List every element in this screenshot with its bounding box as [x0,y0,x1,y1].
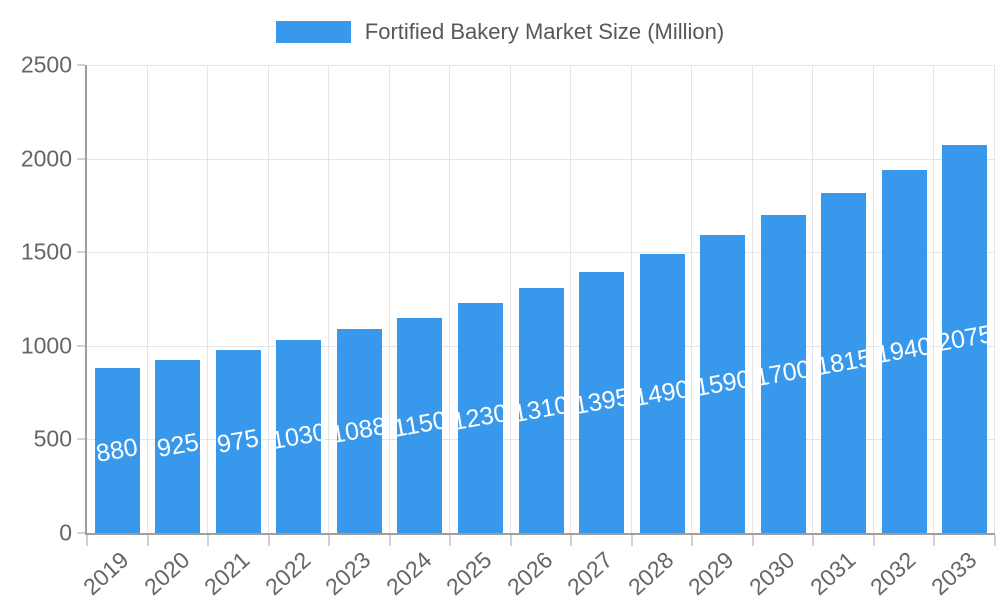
bar[interactable] [942,144,988,533]
bar[interactable] [397,317,443,533]
gridline-horizontal [87,158,995,160]
y-tick [77,251,85,254]
gridline-vertical [691,65,693,533]
gridline-vertical [509,65,511,533]
gridline-vertical [449,65,451,533]
y-tick [77,532,85,534]
y-axis-tick-label: 2000 [20,145,72,172]
legend-swatch-icon [275,21,351,43]
y-axis: 0 500 1000 1500 2000 2500 [0,52,74,546]
bar[interactable] [518,287,564,533]
x-tick [812,535,815,546]
gridline-vertical [812,65,814,533]
x-tick [328,535,331,546]
x-tick [933,535,936,546]
x-tick [691,535,694,546]
bar[interactable] [276,340,322,533]
y-tick [77,157,85,160]
x-tick [570,535,573,546]
bar[interactable] [336,329,382,533]
gridline-vertical [328,65,330,533]
x-tick [146,535,149,546]
gridline-horizontal [87,65,995,66]
bar[interactable] [700,235,746,533]
x-axis-tick-label: 2026 [501,546,558,600]
x-tick [751,535,754,546]
bar[interactable] [215,350,261,533]
bar[interactable] [881,169,927,533]
bar[interactable] [579,271,625,533]
x-axis-tick-label: 2031 [804,546,861,600]
gridline-vertical [872,65,874,533]
gridline-vertical [570,65,572,533]
legend-label: Fortified Bakery Market Size (Million) [364,19,725,44]
y-axis-tick-label: 1500 [20,238,72,265]
plot-area: 880 925 975 1030 1088 1150 1230 1310 1395 1490 159… [77,64,996,546]
gridline-vertical [751,65,753,533]
gridline-vertical [994,65,995,533]
x-axis-tick-label: 2019 [78,546,134,600]
bar[interactable] [94,368,140,533]
bar[interactable] [155,359,201,533]
gridline-vertical [267,65,269,533]
x-tick [388,535,391,546]
bar[interactable] [457,302,503,533]
x-axis-tick-label: 2020 [138,546,195,600]
x-tick [994,535,996,546]
bar[interactable] [821,193,867,533]
x-tick [86,535,88,546]
x-tick [509,535,512,546]
gridline-horizontal [87,252,995,254]
x-axis-tick-label: 2021 [199,546,255,600]
x-axis-tick-label: 2029 [683,546,739,600]
x-axis-tick-label: 2022 [259,546,316,600]
gridline-vertical [388,65,390,533]
y-axis-tick-label: 2500 [20,51,72,78]
y-axis-tick-label: 500 [33,425,72,452]
x-axis-tick-label: 2023 [320,546,376,600]
bar[interactable] [639,254,685,533]
y-axis-tick-label: 0 [59,519,72,546]
x-axis-tick-label: 2032 [865,546,921,600]
x-axis-tick-label: 2027 [562,546,618,600]
x-tick [630,535,633,546]
gridline-vertical [207,65,209,533]
x-axis-tick-label: 2033 [925,546,982,600]
bar[interactable] [760,214,806,533]
y-tick [77,438,85,441]
y-tick [77,64,85,66]
y-axis-tick-label: 1000 [20,332,72,359]
legend-item[interactable]: Fortified Bakery Market Size (Million) [0,19,1000,45]
x-axis-tick-label: 2030 [744,546,800,600]
gridline-vertical [146,65,148,533]
x-tick [207,535,210,546]
x-axis-tick-label: 2028 [623,546,679,600]
x-tick [449,535,452,546]
gridline-vertical [933,65,935,533]
gridline-vertical [630,65,632,533]
x-axis-tick-label: 2024 [380,546,437,600]
x-tick [267,535,270,546]
x-axis-tick-label: 2025 [441,546,497,600]
x-axis: 2019 2020 2021 2022 2023 2024 2025 2026 2027 2028… [78,535,995,600]
y-tick [77,344,85,347]
x-tick [872,535,875,546]
